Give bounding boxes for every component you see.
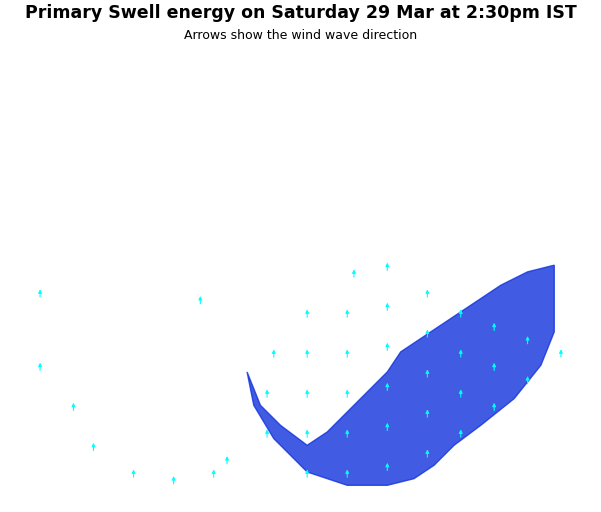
Text: Arrows show the wind wave direction: Arrows show the wind wave direction [184, 29, 417, 41]
Text: Primary Swell energy on Saturday 29 Mar at 2:30pm IST: Primary Swell energy on Saturday 29 Mar … [25, 4, 576, 22]
Polygon shape [247, 265, 554, 485]
